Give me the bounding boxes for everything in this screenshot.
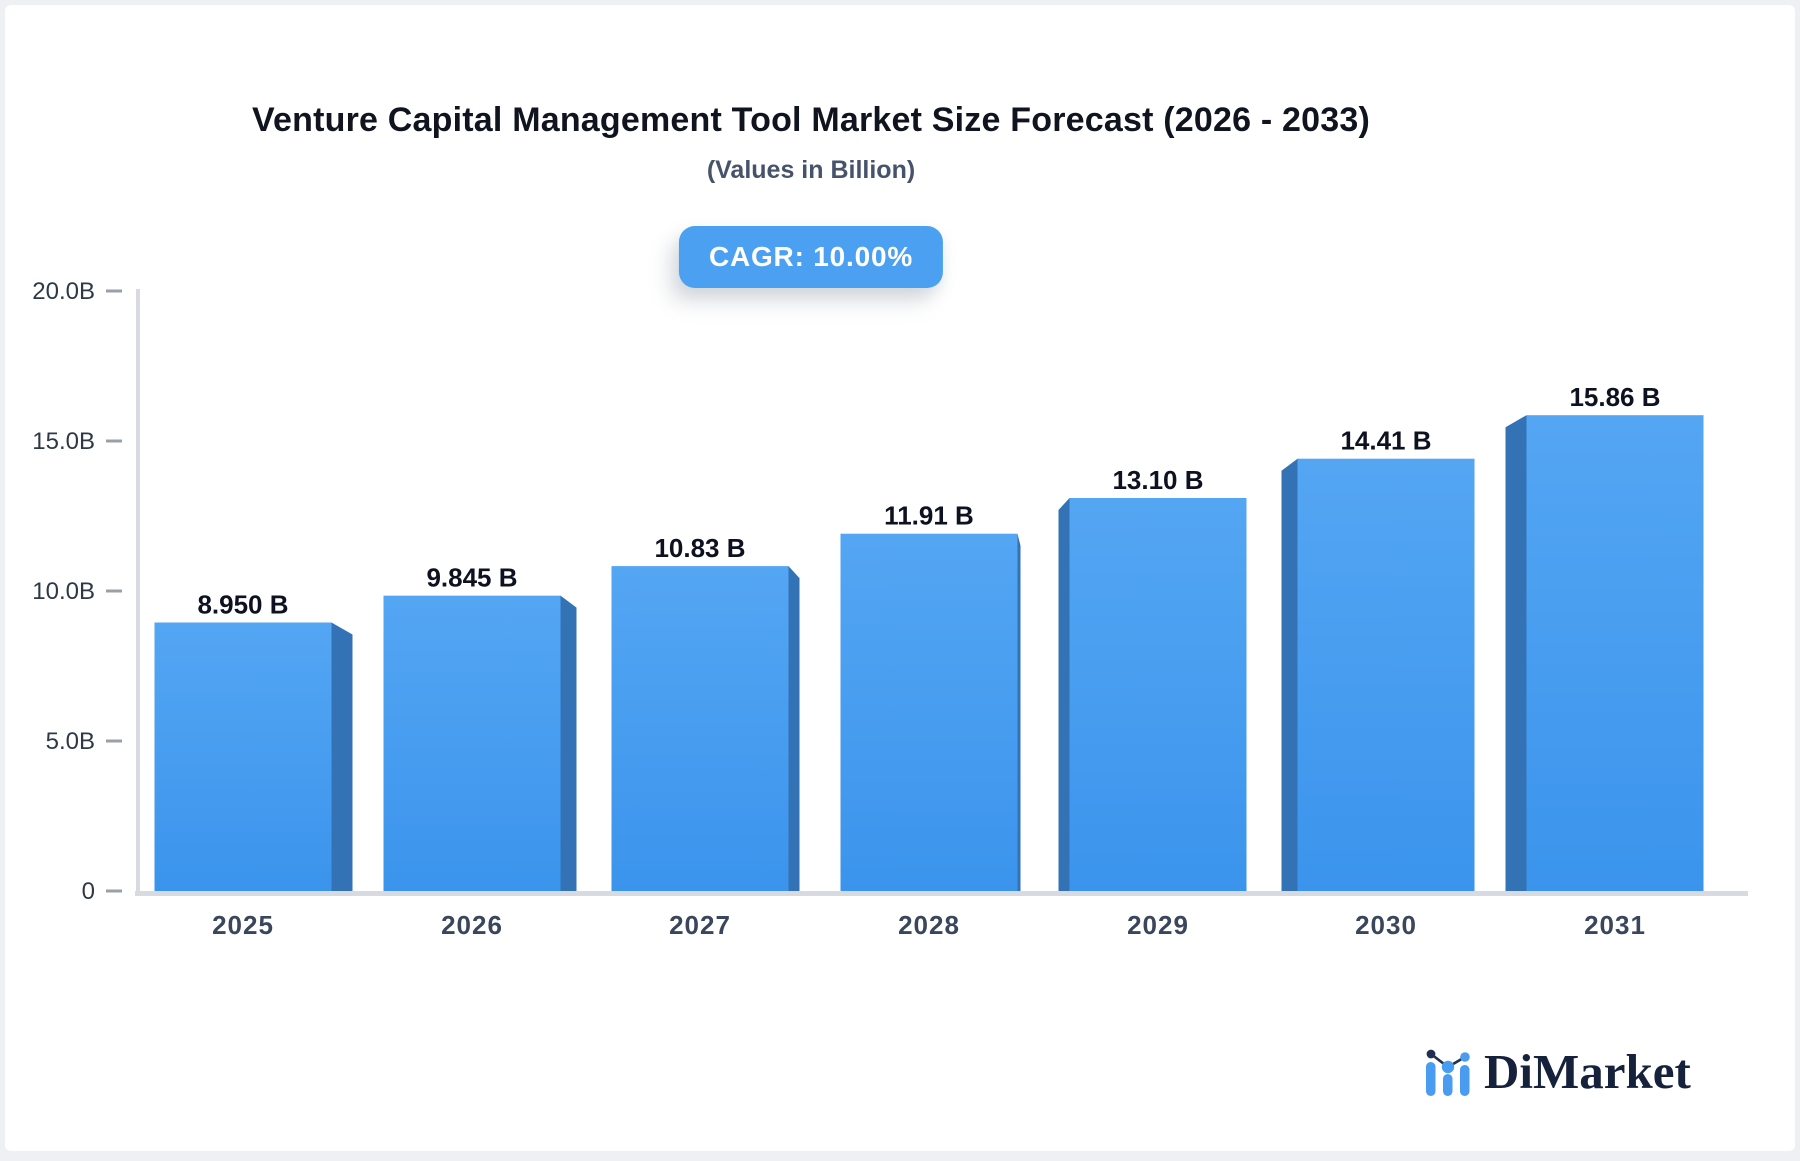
bar-value-label: 13.10 B [1112,465,1203,495]
logo-bar [1426,1061,1436,1096]
bar [1297,458,1475,891]
dimarket-logo: DiMarket [1425,1043,1691,1101]
bar-3d-side [560,595,577,891]
bar-3d-side [1505,415,1527,891]
bar-value-label: 9.845 B [426,563,517,593]
bar-3d-side [1017,533,1021,891]
y-axis-label: 20.0B [32,278,95,305]
bar [154,622,332,891]
x-axis-label: 2029 [1127,910,1189,940]
chart-title: Venture Capital Management Tool Market S… [252,101,1370,139]
x-axis-label: 2026 [441,910,503,940]
x-axis-label: 2025 [212,910,274,940]
bar-value-label: 10.83 B [654,533,745,563]
bar-3d-side [1281,458,1298,891]
bar [383,595,561,891]
logo-dot [1460,1051,1470,1062]
y-axis-label: 10.0B [32,578,95,605]
bar [611,566,789,891]
x-axis-label: 2028 [898,910,960,940]
bar [1069,498,1247,891]
dimarket-logo-text: DiMarket [1484,1044,1691,1099]
bar-value-label: 14.41 B [1340,426,1431,456]
logo-bar [1443,1073,1453,1096]
x-axis-label: 2030 [1355,910,1417,940]
bar-3d-side [788,566,800,891]
bar-value-label: 15.86 B [1569,382,1660,412]
chart-subtitle: (Values in Billion) [706,156,916,184]
chart-card: Venture Capital Management Tool Market S… [5,5,1795,1151]
bar-value-label: 8.950 B [197,590,288,620]
bar-3d-side [1058,498,1070,891]
logo-dot [1441,1060,1455,1073]
y-axis-label: 5.0B [46,728,95,755]
bar-value-label: 11.91 B [884,501,974,531]
x-axis-label: 2031 [1584,910,1646,940]
market-forecast-bar-chart: 0 5.0B 10.0B 15.0B 20.0B 8.950 B 2025 9.845 B 20… [32,278,1748,940]
y-axis-label: 15.0B [32,428,95,455]
y-axis-label: 0 [82,878,95,905]
bar-3d-side [331,622,353,891]
bar [1526,415,1704,891]
chart-header: Venture Capital Management Tool Market S… [15,101,1607,185]
x-axis-label: 2027 [669,910,731,940]
logo-dot [1426,1049,1436,1058]
cagr-badge: CAGR: 10.00% [678,226,944,288]
logo-bar [1460,1064,1470,1096]
dimarket-logo-icon [1426,1049,1470,1096]
bar [840,533,1018,891]
